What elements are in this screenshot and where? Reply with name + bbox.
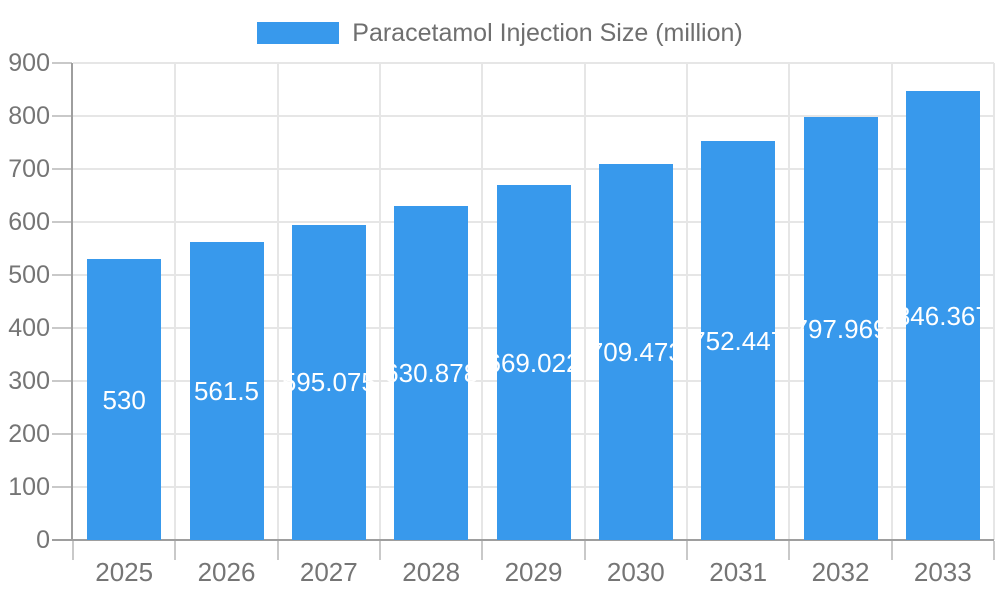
bar-value-label: 630.878 — [384, 357, 479, 388]
v-gridline — [788, 63, 791, 540]
bar-value-label: 561.5 — [193, 376, 260, 407]
x-axis-label: 2028 — [402, 557, 461, 587]
bar[interactable]: 630.878 — [384, 205, 478, 540]
x-axis-label: 2031 — [709, 557, 768, 587]
y-axis-tick — [52, 115, 72, 117]
y-axis-label: 600 — [8, 208, 50, 236]
v-gridline — [379, 63, 381, 540]
bar-value-label: 709.473 — [588, 336, 683, 367]
x-axis-label: 2027 — [299, 557, 358, 587]
x-axis-tick — [174, 541, 177, 560]
x-axis-tick — [993, 541, 995, 560]
x-axis-tick — [276, 541, 279, 560]
legend[interactable]: Paracetamol Injection Size (million) — [0, 18, 1000, 47]
x-axis-label: 2029 — [504, 557, 563, 587]
y-axis-tick — [52, 168, 72, 170]
y-axis-label: 700 — [8, 155, 50, 183]
h-gridline — [73, 168, 994, 170]
x-axis-label: 2025 — [95, 557, 154, 587]
y-axis-tick — [52, 62, 72, 64]
y-axis-label: 800 — [8, 102, 50, 130]
y-axis-label: 900 — [8, 49, 50, 77]
y-axis-label: 200 — [8, 420, 50, 448]
bar[interactable]: 561.5 — [189, 242, 264, 540]
bar-value-label: 797.969 — [793, 313, 888, 344]
bar[interactable]: 595.075 — [282, 224, 376, 540]
y-axis-label: 400 — [8, 314, 50, 342]
h-gridline — [73, 62, 994, 64]
x-axis-line — [52, 539, 994, 541]
y-axis-label: 100 — [8, 473, 50, 501]
v-gridline — [583, 63, 586, 540]
x-axis-tick — [481, 541, 484, 560]
bar[interactable]: 530 — [87, 259, 162, 540]
x-axis-tick — [583, 541, 586, 560]
bar-value-label: 846.367 — [895, 300, 990, 331]
y-axis-tick — [52, 486, 72, 488]
v-gridline — [276, 63, 279, 540]
y-axis-tick — [52, 327, 72, 329]
y-axis-line — [71, 63, 73, 540]
x-axis-tick — [72, 541, 74, 560]
y-axis-tick — [52, 380, 72, 382]
legend-swatch — [257, 22, 340, 44]
legend-label: Paracetamol Injection Size (million) — [352, 18, 743, 47]
x-axis-label: 2026 — [197, 557, 256, 587]
bar[interactable]: 797.969 — [794, 117, 888, 540]
x-axis-label: 2033 — [913, 557, 972, 587]
y-axis-label: 500 — [8, 261, 50, 289]
v-gridline — [481, 63, 484, 540]
v-gridline — [890, 63, 893, 540]
bar[interactable]: 846.367 — [896, 91, 990, 540]
v-gridline — [686, 63, 688, 540]
x-axis-tick — [890, 541, 893, 560]
bar-value-label: 669.022 — [486, 347, 581, 378]
x-axis-label: 2032 — [811, 557, 870, 587]
x-axis-tick — [788, 541, 791, 560]
y-axis-label: 300 — [8, 367, 50, 395]
h-gridline — [73, 115, 994, 117]
bar-value-label: 752.447 — [691, 325, 786, 356]
v-gridline — [993, 63, 995, 540]
bar[interactable]: 709.473 — [589, 163, 683, 540]
x-axis-tick — [686, 541, 688, 560]
x-axis-tick — [379, 541, 381, 560]
bar-value-label: 530 — [102, 384, 146, 415]
bar[interactable]: 669.022 — [487, 185, 581, 540]
v-gridline — [174, 63, 177, 540]
y-axis-tick — [52, 221, 72, 223]
y-axis-tick — [52, 433, 72, 435]
x-axis-label: 2030 — [606, 557, 665, 587]
bar[interactable]: 752.447 — [691, 141, 785, 540]
bar-value-label: 595.075 — [281, 367, 376, 398]
y-axis-tick — [52, 274, 72, 276]
y-axis-label: 0 — [36, 526, 50, 554]
